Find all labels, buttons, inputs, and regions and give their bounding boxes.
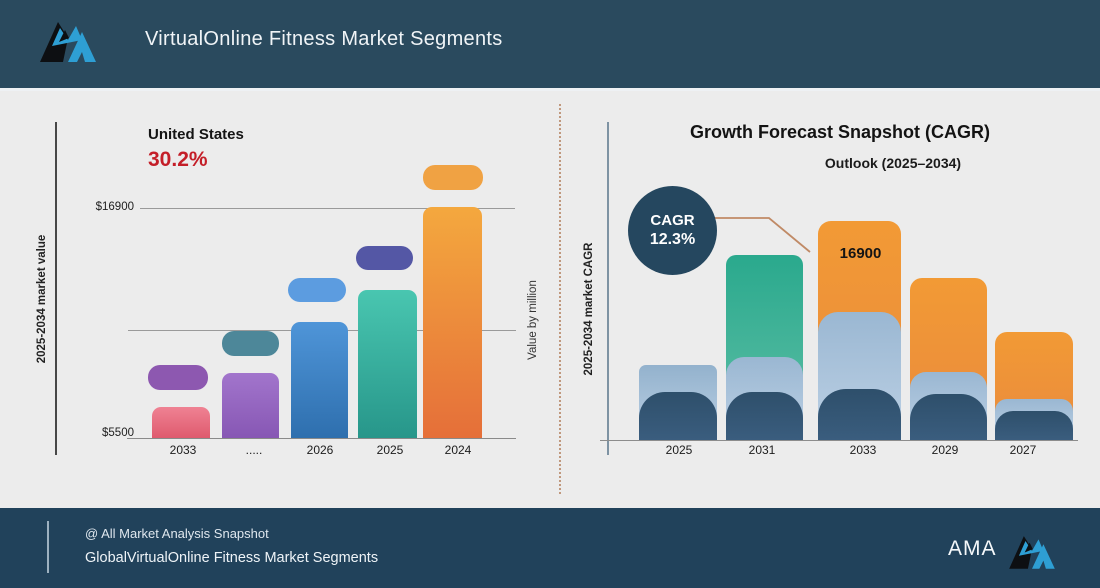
x-label-2026: 2026 <box>306 443 334 457</box>
x-label-r2029: 2029 <box>931 443 959 457</box>
bar-r2025-navy <box>639 392 717 440</box>
footer-report-title: GlobalVirtualOnline Fitness Market Segme… <box>85 550 379 566</box>
left-chart-y-axis-label: 2025-2034 market value <box>36 234 48 364</box>
region-label: United States <box>148 126 244 143</box>
bar-r2027-navy <box>995 411 1073 440</box>
right-chart-y-axis-label: 2025-2034 market CAGR <box>583 242 595 376</box>
bar-2033-marker <box>148 365 208 390</box>
ama-logo-icon <box>40 22 96 62</box>
left-chart-y-axis <box>55 122 57 455</box>
x-label-r2033: 2033 <box>849 443 877 457</box>
y-tick-16900: $16900 <box>95 201 134 213</box>
panel-divider <box>559 104 561 494</box>
x-label-r2031: 2031 <box>748 443 776 457</box>
bar-r2033-navy <box>818 389 901 440</box>
left-chart-baseline <box>127 438 516 439</box>
footer-brand-text: AMA <box>948 537 997 560</box>
bar-2024-marker <box>423 165 483 190</box>
bar-2025-marker <box>356 246 413 270</box>
gridline-16900 <box>140 208 515 209</box>
right-chart-y-axis <box>607 122 609 455</box>
bar-2026 <box>291 322 348 438</box>
right-chart-baseline <box>600 440 1078 441</box>
cagr-badge-label: CAGR <box>650 212 695 229</box>
cagr-badge: CAGR 12.3% <box>628 186 717 275</box>
x-label-2024: 2024 <box>444 443 472 457</box>
cagr-badge-value: 12.3% <box>649 231 696 248</box>
bar-2026-marker <box>288 278 346 302</box>
x-label-2033: 2033 <box>169 443 197 457</box>
bar-dots <box>222 373 279 438</box>
right-chart-title: Growth Forecast Snapshot (CAGR) <box>689 122 990 142</box>
bar-2025 <box>358 290 417 438</box>
x-label-2025: 2025 <box>376 443 404 457</box>
footer-source-text: @ All Market Analysis Snapshot <box>85 526 269 541</box>
footer-bar <box>0 508 1100 588</box>
bar-2024 <box>423 207 482 438</box>
bar-r2029-navy <box>910 394 987 440</box>
left-chart-value-axis-label: Value by million <box>527 280 539 360</box>
y-tick-5500: $5500 <box>102 427 134 439</box>
bar-dots-marker <box>222 331 279 356</box>
footer-accent-line <box>47 521 49 573</box>
x-label-r2027: 2027 <box>1009 443 1037 457</box>
ama-logo-footer-icon <box>1009 536 1055 569</box>
page-title: VirtualOnline Fitness Market Segments <box>145 28 503 50</box>
region-growth-value: 30.2% <box>148 148 208 171</box>
annotation-connector-line <box>713 217 811 253</box>
header-bar <box>0 0 1100 88</box>
right-chart-subtitle: Outlook (2025–2034) <box>824 155 962 171</box>
x-label-dots: ..... <box>245 443 263 457</box>
bar-r2031-navy <box>726 392 803 440</box>
bar-2033 <box>152 407 210 438</box>
bar-value-annotation: 16900 <box>839 245 882 262</box>
x-label-r2025: 2025 <box>665 443 693 457</box>
